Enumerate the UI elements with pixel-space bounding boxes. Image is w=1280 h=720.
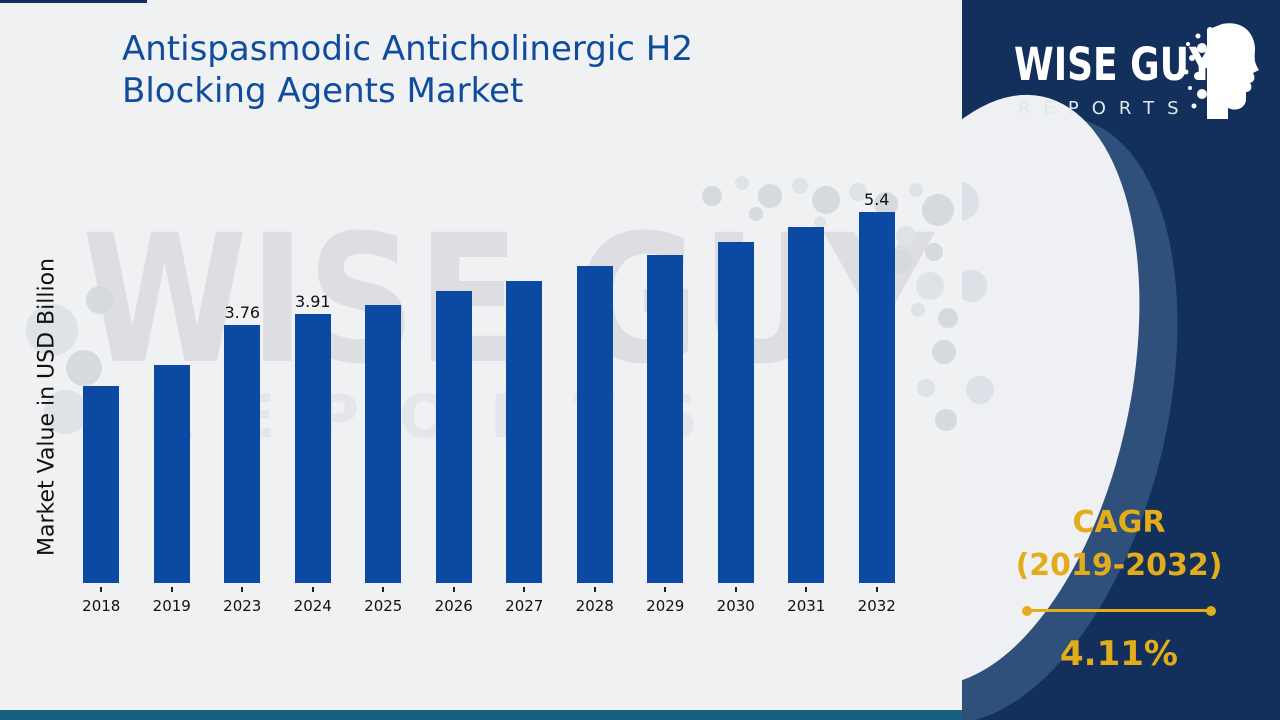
cagr-block: CAGR (2019-2032) 4.11% (988, 505, 1250, 674)
decor-dot (735, 176, 749, 190)
bar-2023 (224, 325, 261, 583)
bar-group-2019: 2019 (137, 180, 208, 615)
decor-dot (792, 178, 808, 194)
bar-value-label-2024: 3.91 (294, 292, 331, 311)
decor-dot (911, 303, 925, 317)
decor-dot (758, 184, 782, 208)
x-axis-tick-2024 (311, 587, 314, 592)
bar-group-2029: 2029 (630, 180, 701, 615)
bar-2025 (365, 305, 402, 583)
face-texture-blob (963, 373, 997, 407)
x-axis-label-2023: 2023 (223, 597, 262, 615)
x-axis-tick-2018 (100, 587, 103, 592)
bar-2029 (647, 255, 684, 583)
bar-2031 (788, 227, 825, 583)
face-texture-blob (962, 177, 983, 226)
head-profile-icon (1183, 23, 1259, 120)
bar-group-2031: 2031 (771, 180, 842, 615)
bar-chart: 2018 2019 3.76 2023 3.91 2024 2025 2026 2027 2028… (66, 180, 913, 615)
bar-2019 (153, 365, 190, 583)
decor-dot (935, 409, 957, 431)
divider-dot-right (1206, 605, 1216, 616)
x-axis-label-2027: 2027 (505, 597, 544, 615)
bar-group-2023: 3.76 2023 (207, 180, 278, 615)
cagr-divider-line (1022, 605, 1216, 616)
decor-dot (917, 379, 935, 397)
bar-2032 (858, 212, 895, 583)
x-axis-tick-2028 (593, 587, 596, 592)
bar-group-2024: 3.91 2024 (278, 180, 349, 615)
page-title-line1: Antispasmodic Anticholinergic H2 (122, 29, 693, 69)
decor-dot (916, 272, 944, 300)
corner-accent-strip (0, 0, 147, 3)
x-axis-label-2030: 2030 (716, 597, 755, 615)
x-axis-label-2032: 2032 (857, 597, 896, 615)
decor-dot (702, 186, 722, 206)
decor-dot (814, 216, 826, 228)
x-axis-tick-2031 (805, 587, 808, 592)
x-axis-label-2018: 2018 (82, 597, 121, 615)
x-axis-tick-2025 (382, 587, 385, 592)
bar-2026 (435, 291, 472, 583)
decor-dot (938, 308, 958, 328)
x-axis-label-2026: 2026 (434, 597, 473, 615)
bar-group-2030: 2030 (701, 180, 772, 615)
bar-group-2026: 2026 (419, 180, 490, 615)
cagr-range: (2019-2032) (1015, 548, 1223, 583)
x-axis-label-2031: 2031 (787, 597, 826, 615)
logo-subtext: REPORTS (1018, 98, 1192, 119)
brand-side-panel: WISE GUY REPORTS CAGR (2019-2032) 4.11% (962, 0, 1280, 720)
x-axis-label-2024: 2024 (293, 597, 332, 615)
bar-group-2027: 2027 (489, 180, 560, 615)
bar-value-label-2023: 3.76 (224, 303, 261, 322)
decor-dot (812, 186, 840, 214)
x-axis-tick-2030 (734, 587, 737, 592)
bar-2030 (717, 242, 754, 583)
bar-group-2032: 5.4 2032 (842, 180, 913, 615)
y-axis-label: Market Value in USD Billion (34, 257, 60, 557)
bar-2018 (83, 386, 120, 583)
decor-dot (932, 340, 956, 364)
page-title: Antispasmodic Anticholinergic H2 Blockin… (122, 28, 693, 112)
x-axis-tick-2029 (664, 587, 667, 592)
bar-group-2028: 2028 (560, 180, 631, 615)
x-axis-label-2019: 2019 (152, 597, 191, 615)
cagr-value: 4.11% (1060, 634, 1178, 674)
x-axis-label-2025: 2025 (364, 597, 403, 615)
x-axis-tick-2019 (170, 587, 173, 592)
bar-2024 (294, 314, 331, 583)
decor-dot (66, 350, 102, 386)
bottom-teal-strip (0, 710, 962, 720)
decor-dot (849, 183, 867, 201)
divider-dot-left (1022, 605, 1032, 616)
x-axis-tick-2027 (523, 587, 526, 592)
decor-dot (749, 207, 763, 221)
decor-dot (909, 183, 923, 197)
bar-group-2018: 2018 (66, 180, 137, 615)
face-texture-blob (962, 266, 991, 305)
decor-dot (26, 304, 78, 356)
bar-group-2025: 2025 (348, 180, 419, 615)
bar-value-label-2032: 5.4 (864, 190, 890, 209)
decor-dot (922, 194, 954, 226)
x-axis-label-2029: 2029 (646, 597, 685, 615)
logo-wordmark: WISE GUY (1014, 40, 1216, 92)
bar-2027 (506, 281, 543, 583)
page-title-line2: Blocking Agents Market (122, 71, 524, 111)
x-axis-tick-2023 (241, 587, 244, 592)
decor-dot (896, 226, 916, 246)
cagr-label: CAGR (1072, 505, 1166, 540)
decor-dot (86, 286, 114, 314)
x-axis-tick-2026 (452, 587, 455, 592)
decor-dot (44, 390, 88, 434)
x-axis-tick-2032 (875, 587, 878, 592)
decor-dot (925, 243, 943, 261)
bar-2028 (576, 266, 613, 583)
x-axis-label-2028: 2028 (575, 597, 614, 615)
